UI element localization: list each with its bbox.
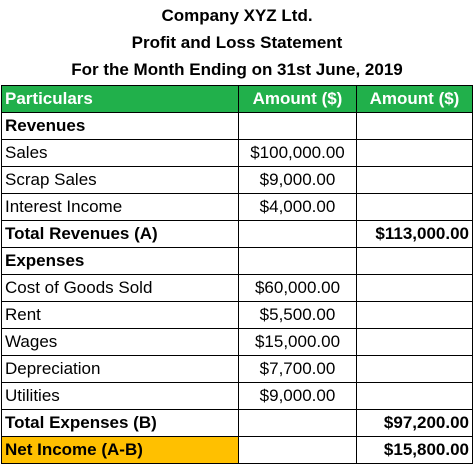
column-header-particulars: Particulars [1,85,239,113]
total-revenues-value: $113,000.00 [356,220,473,248]
empty-cell [238,436,357,464]
table-row: Scrap Sales $9,000.00 [1,166,473,194]
row-amount: $60,000.00 [238,274,357,302]
net-income-row: Net Income (A-B) $15,800.00 [1,436,473,464]
empty-cell [356,193,473,221]
empty-cell [356,274,473,302]
row-amount: $4,000.00 [238,193,357,221]
row-label: Interest Income [1,193,239,221]
company-name: Company XYZ Ltd. [161,6,313,25]
empty-cell [238,409,357,437]
empty-cell [238,112,357,140]
table-row: Depreciation $7,700.00 [1,355,473,383]
profit-loss-table: Particulars Amount ($) Amount ($) Revenu… [1,85,473,464]
empty-cell [356,166,473,194]
empty-cell [238,220,357,248]
expenses-heading: Expenses [1,247,239,275]
table-header-row: Particulars Amount ($) Amount ($) [1,85,473,113]
table-row: Sales $100,000.00 [1,139,473,167]
row-label: Cost of Goods Sold [1,274,239,302]
empty-cell [356,328,473,356]
row-label: Scrap Sales [1,166,239,194]
row-label: Sales [1,139,239,167]
section-heading-row: Revenues [1,112,473,140]
revenues-heading: Revenues [1,112,239,140]
total-expenses-label: Total Expenses (B) [1,409,239,437]
row-amount: $100,000.00 [238,139,357,167]
column-header-amount: Amount ($) [238,85,357,113]
empty-cell [356,301,473,329]
total-row: Total Expenses (B) $97,200.00 [1,409,473,437]
empty-cell [356,112,473,140]
empty-cell [356,139,473,167]
table-row: Rent $5,500.00 [1,301,473,329]
row-amount: $7,700.00 [238,355,357,383]
row-amount: $9,000.00 [238,382,357,410]
empty-cell [356,382,473,410]
statement-title: Profit and Loss Statement [131,33,343,52]
row-label: Rent [1,301,239,329]
section-heading-row: Expenses [1,247,473,275]
net-income-value: $15,800.00 [356,436,473,464]
row-amount: $9,000.00 [238,166,357,194]
table-row: Cost of Goods Sold $60,000.00 [1,274,473,302]
row-label: Wages [1,328,239,356]
empty-cell [356,355,473,383]
table-row: Interest Income $4,000.00 [1,193,473,221]
total-revenues-label: Total Revenues (A) [1,220,239,248]
row-label: Depreciation [1,355,239,383]
total-row: Total Revenues (A) $113,000.00 [1,220,473,248]
total-expenses-value: $97,200.00 [356,409,473,437]
row-label: Utilities [1,382,239,410]
row-amount: $15,000.00 [238,328,357,356]
column-header-amount-total: Amount ($) [356,85,473,113]
table-row: Utilities $9,000.00 [1,382,473,410]
row-amount: $5,500.00 [238,301,357,329]
empty-cell [356,247,473,275]
empty-cell [238,247,357,275]
table-row: Wages $15,000.00 [1,328,473,356]
statement-period: For the Month Ending on 31st June, 2019 [71,60,403,79]
net-income-label: Net Income (A-B) [1,436,239,464]
